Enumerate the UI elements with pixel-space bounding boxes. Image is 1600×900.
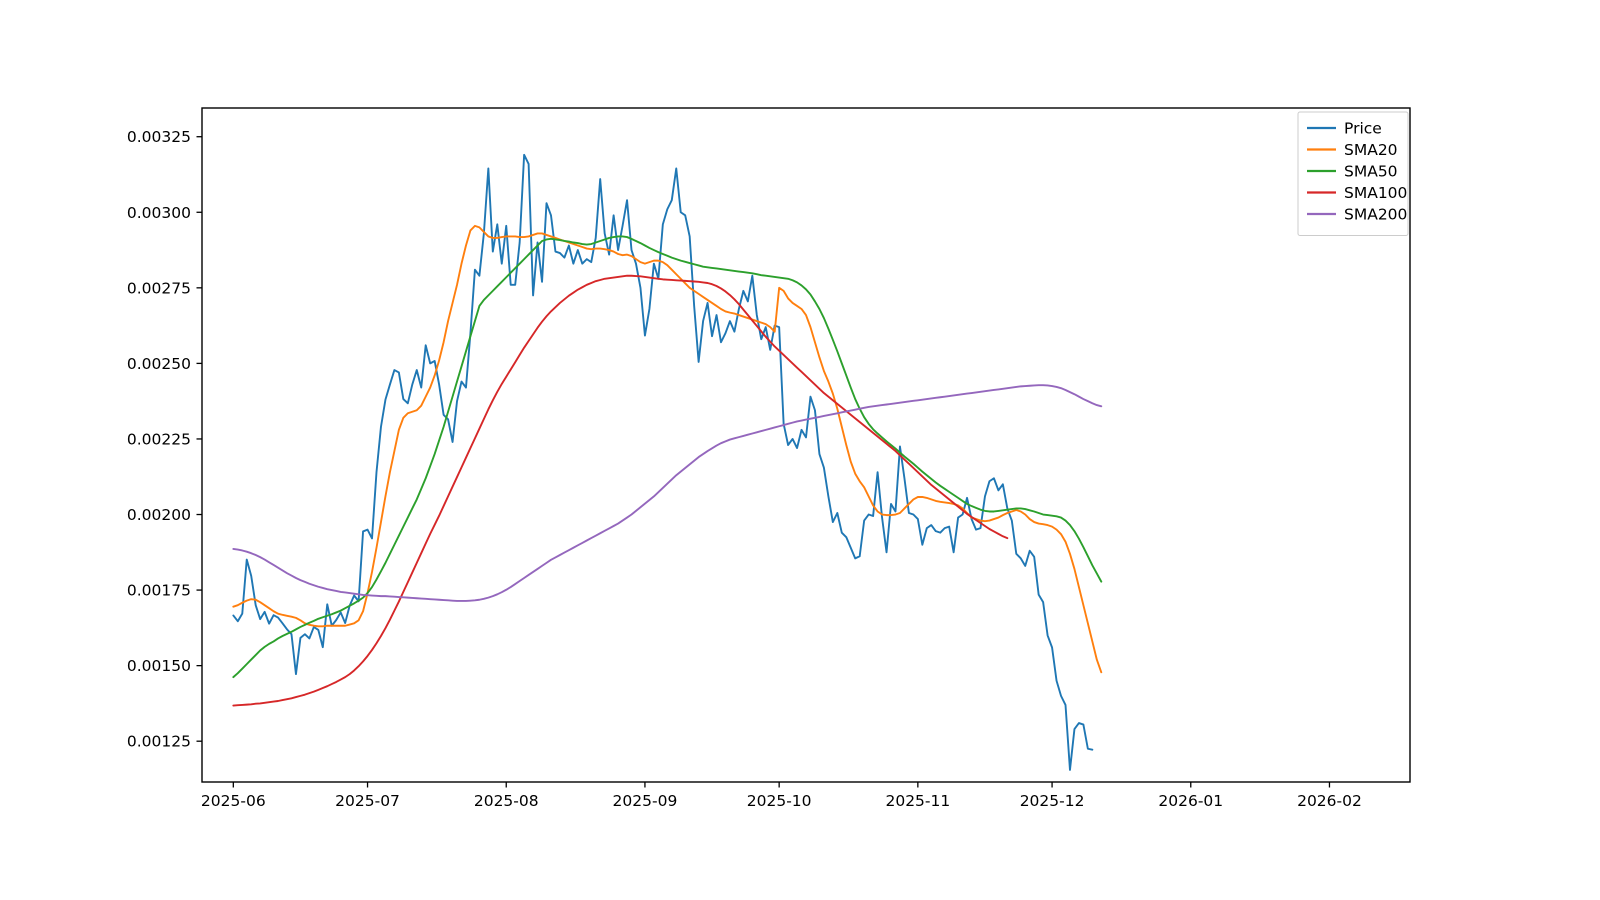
legend-background — [1297, 111, 1409, 236]
legend-label-price[interactable]: Price — [1344, 120, 1382, 138]
series-line-sma50 — [232, 235, 1103, 679]
axes-frame — [201, 107, 1411, 783]
y-axis-ticks: 0.00125 0.00150 0.00175 0.00200 0.00225 0.002… — [127, 128, 202, 751]
x-tick-label: 2025-09 — [613, 792, 678, 810]
y-tick-label: 0.00300 — [127, 204, 191, 222]
chart-legend[interactable]: Price SMA20 SMA50 SMA100 SMA200 — [1297, 111, 1409, 236]
y-tick-label: 0.00200 — [127, 506, 191, 524]
x-tick-label: 2025-10 — [747, 792, 812, 810]
x-tick-label: 2025-06 — [201, 792, 266, 810]
y-tick-label: 0.00150 — [127, 657, 191, 675]
y-tick-label: 0.00250 — [127, 355, 191, 373]
legend-label-sma20[interactable]: SMA20 — [1344, 141, 1398, 159]
legend-label-sma200[interactable]: SMA200 — [1344, 206, 1407, 224]
y-tick-label: 0.00225 — [127, 430, 191, 448]
x-tick-label: 2025-12 — [1020, 792, 1085, 810]
series-line-sma100 — [232, 274, 1009, 707]
y-tick-label: 0.00175 — [127, 582, 191, 600]
x-axis-ticks: 2025-06 2025-07 2025-08 2025-09 2025-10 2025-… — [201, 782, 1362, 810]
legend-label-sma50[interactable]: SMA50 — [1344, 163, 1398, 181]
series-lines — [232, 153, 1103, 771]
series-line-sma200 — [232, 384, 1103, 602]
y-tick-label: 0.00275 — [127, 279, 191, 297]
x-tick-label: 2026-02 — [1297, 792, 1362, 810]
y-tick-label: 0.00125 — [127, 733, 191, 751]
x-tick-label: 2025-11 — [885, 792, 950, 810]
legend-label-sma100[interactable]: SMA100 — [1344, 184, 1407, 202]
plot-area-border — [201, 107, 1411, 783]
series-line-price — [232, 153, 1094, 771]
y-tick-label: 0.00325 — [127, 128, 191, 146]
x-tick-label: 2026-01 — [1158, 792, 1223, 810]
x-tick-label: 2025-07 — [335, 792, 400, 810]
x-tick-label: 2025-08 — [474, 792, 539, 810]
